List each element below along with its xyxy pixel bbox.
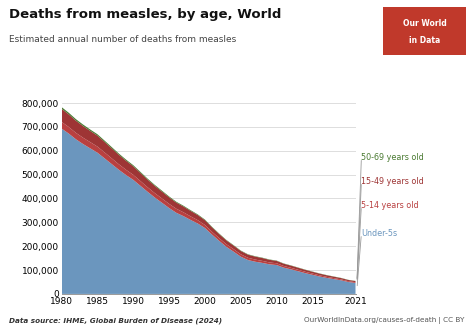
Text: 50-69 years old: 50-69 years old [361,153,424,162]
Text: Data source: IHME, Global Burden of Disease (2024): Data source: IHME, Global Burden of Dise… [9,317,223,324]
Text: Deaths from measles, by age, World: Deaths from measles, by age, World [9,8,282,21]
Text: Estimated annual number of deaths from measles: Estimated annual number of deaths from m… [9,35,237,44]
Text: 15-49 years old: 15-49 years old [361,177,424,186]
Text: Our World: Our World [402,19,447,28]
Text: OurWorldInData.org/causes-of-death | CC BY: OurWorldInData.org/causes-of-death | CC … [304,317,465,324]
Text: Under-5s: Under-5s [361,229,398,238]
Text: 5-14 years old: 5-14 years old [361,201,419,210]
Text: in Data: in Data [409,36,440,45]
